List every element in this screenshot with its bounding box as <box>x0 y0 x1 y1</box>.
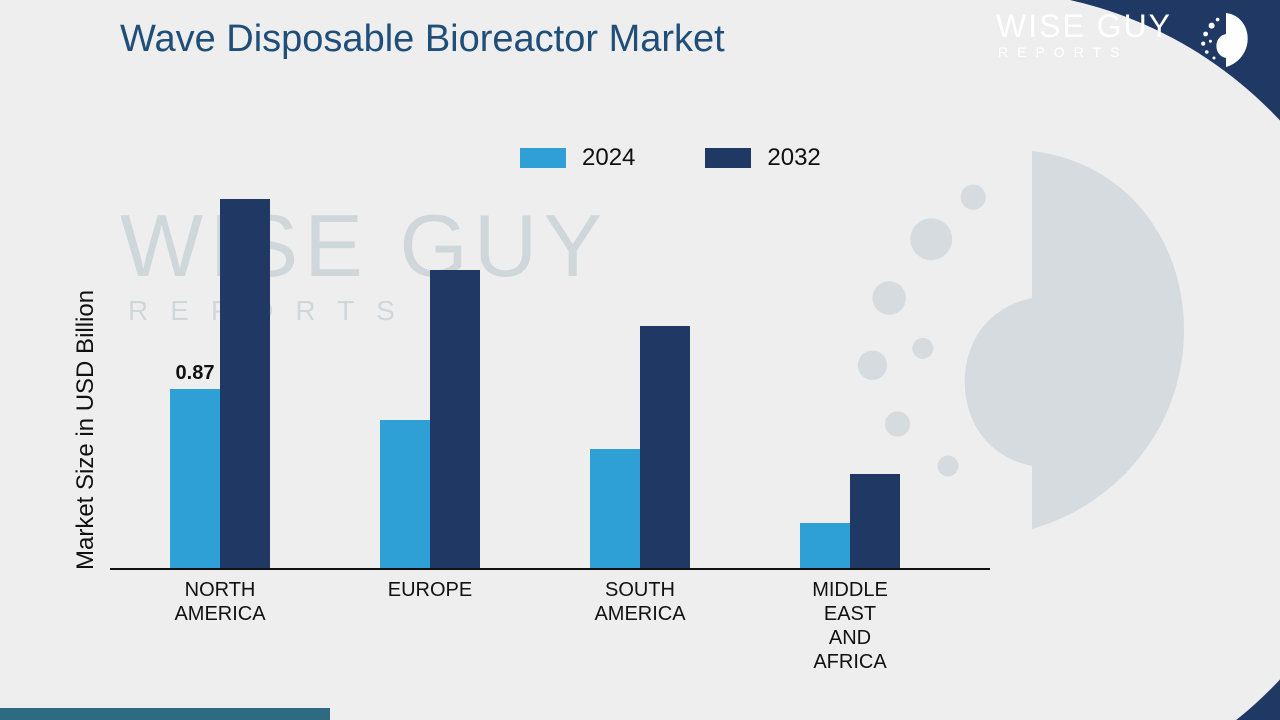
chart-title: Wave Disposable Bioreactor Market <box>120 18 725 61</box>
y-axis-label: Market Size in USD Billion <box>72 290 100 570</box>
head-icon <box>1190 10 1250 70</box>
legend-item-2032: 2032 <box>705 144 820 172</box>
plot-area: 0.87 <box>110 180 990 570</box>
x-tick-label: EUROPE <box>388 578 472 602</box>
bar <box>800 523 850 568</box>
bar <box>590 449 640 568</box>
bar <box>850 474 900 568</box>
legend: 2024 2032 <box>520 144 821 172</box>
legend-label-2032: 2032 <box>767 144 820 172</box>
bar <box>170 389 220 568</box>
x-tick-label: NORTH AMERICA <box>174 578 265 626</box>
bar-value-label: 0.87 <box>176 362 215 385</box>
legend-label-2024: 2024 <box>582 144 635 172</box>
brand-logo: WISE GUY REPORTS <box>996 10 1256 60</box>
legend-item-2024: 2024 <box>520 144 635 172</box>
bar <box>640 326 690 568</box>
x-tick-label: MIDDLE EAST AND AFRICA <box>812 578 888 674</box>
chart-stage: WISE GUY REPORTS WISE GUY REPORTS Wave D… <box>0 0 1280 720</box>
bar <box>430 270 480 568</box>
legend-swatch-2032 <box>705 148 751 168</box>
x-tick-label: SOUTH AMERICA <box>594 578 685 626</box>
bar <box>380 420 430 568</box>
legend-swatch-2024 <box>520 148 566 168</box>
x-axis-labels: NORTH AMERICA EUROPE SOUTH AMERICA MIDDLE E… <box>110 570 990 720</box>
bottom-accent-bar <box>0 708 330 720</box>
bar <box>220 199 270 568</box>
